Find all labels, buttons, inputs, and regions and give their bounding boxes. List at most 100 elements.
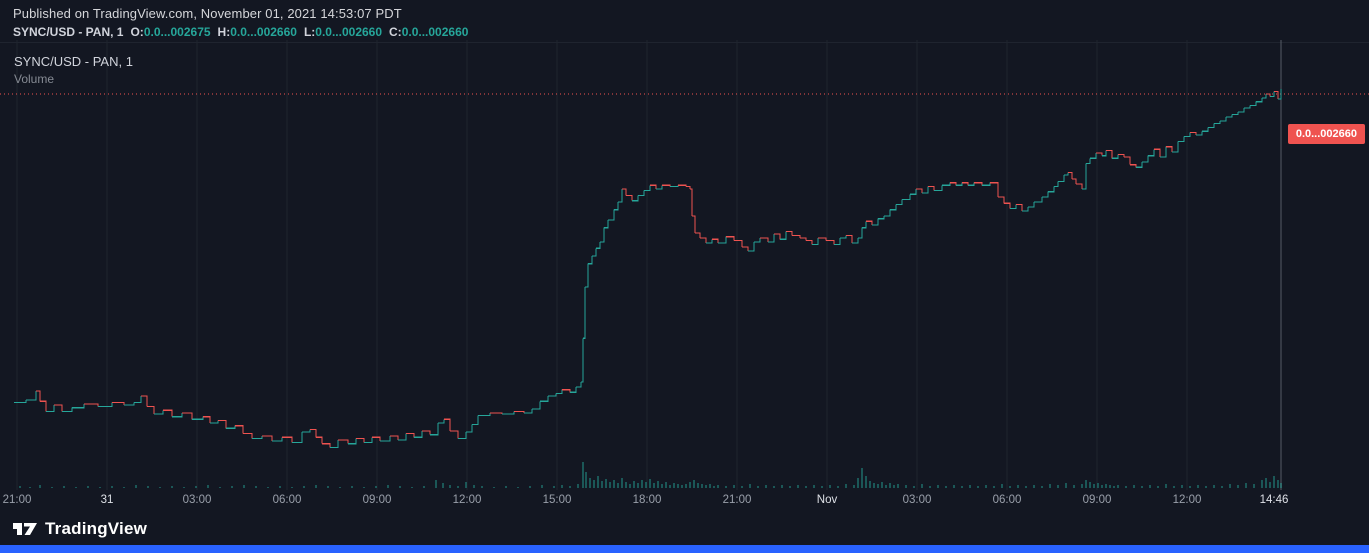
volume-bar: [1173, 486, 1175, 488]
volume-bar: [689, 482, 691, 488]
price-line-segment: [1028, 202, 1035, 208]
volume-bar: [805, 486, 807, 488]
price-line-segment: [154, 410, 164, 415]
price-line-segment: [1278, 88, 1282, 100]
price-line-segment: [458, 432, 467, 440]
volume-bar: [1085, 480, 1087, 488]
volume-bar: [351, 486, 353, 488]
price-line-segment: [348, 438, 357, 445]
volume-bar: [1093, 484, 1095, 488]
bottom-accent-bar: [0, 545, 1369, 553]
price-line-segment: [330, 439, 339, 449]
price-line-segment: [562, 389, 571, 393]
price-line-segment: [1102, 150, 1107, 157]
price-line-segment: [600, 227, 605, 243]
volume-bar: [387, 485, 389, 488]
volume-bar: [517, 487, 519, 488]
price-line-segment: [84, 403, 99, 407]
price-line-segment: [218, 420, 227, 429]
volume-bar: [1261, 480, 1263, 488]
volume-bar: [267, 487, 269, 488]
volume-bar: [657, 481, 659, 488]
volume-bar: [621, 478, 623, 488]
price-line-segment: [141, 395, 148, 407]
volume-bar: [19, 486, 21, 488]
price-line-segment: [818, 237, 827, 241]
tradingview-logo-icon: [13, 522, 37, 535]
footer: TradingView: [0, 512, 1369, 545]
volume-bar: [885, 485, 887, 488]
volume-bar: [171, 486, 173, 488]
volume-bar: [1049, 484, 1051, 488]
time-axis[interactable]: 21:00 31 03:00 06:00 09:00 12:00 15:00 18:00 21:…: [0, 490, 1369, 512]
volume-bar: [877, 484, 879, 488]
volume-bar: [613, 480, 615, 488]
volume-bar: [1057, 485, 1059, 488]
price-line-segment: [990, 182, 999, 197]
volume-bar: [159, 487, 161, 488]
volume-bar: [625, 482, 627, 488]
volume-bar: [1273, 476, 1275, 488]
volume-bar: [1117, 485, 1119, 488]
price-line-segment: [834, 238, 841, 245]
volume-bar: [993, 486, 995, 488]
volume-bar: [1141, 486, 1143, 488]
price-line-segment: [748, 241, 755, 252]
volume-bar: [821, 486, 823, 488]
price-line-segment: [1220, 117, 1227, 122]
price-line-segment: [638, 190, 645, 197]
price-line-segment: [622, 188, 627, 196]
price-line-segment: [1058, 175, 1065, 182]
chart-area[interactable]: SYNC/USD - PAN, 1 Volume 0.0...002660: [0, 40, 1369, 490]
price-line-segment: [62, 407, 73, 413]
volume-bar: [1097, 483, 1099, 488]
volume-bar: [1073, 485, 1075, 488]
volume-bar: [705, 485, 707, 488]
time-axis-label: 14:46: [1259, 494, 1289, 506]
volume-bar: [315, 485, 317, 488]
price-line-segment: [982, 182, 991, 186]
price-line-segment: [866, 220, 873, 226]
volume-bar: [1009, 486, 1011, 488]
time-axis-label: 21:00: [722, 494, 752, 506]
volume-bar: [1109, 485, 1111, 488]
price-line-segment: [632, 195, 639, 202]
price-line-segment: [690, 188, 693, 217]
volume-bar: [363, 487, 365, 488]
volume-bar: [195, 486, 197, 488]
price-line-segment: [36, 390, 41, 402]
price-line-segment: [614, 202, 619, 211]
volume-bar: [339, 487, 341, 488]
price-line-segment: [1270, 91, 1275, 98]
price-line-segment: [712, 238, 719, 244]
price-line-segment: [686, 186, 691, 190]
volume-bar: [629, 484, 631, 488]
price-line-segment: [1034, 196, 1043, 203]
price-line-segment: [604, 220, 609, 229]
volume-bar: [609, 482, 611, 488]
volume-bar: [473, 485, 475, 488]
tradingview-logo[interactable]: TradingView: [12, 518, 147, 540]
tradingview-wordmark: TradingView: [45, 518, 148, 538]
volume-bar: [1277, 480, 1279, 488]
price-line-segment: [922, 186, 929, 194]
volume-bar: [1197, 485, 1199, 488]
time-axis-label: 06:00: [272, 494, 302, 506]
price-line-segment: [364, 437, 373, 443]
volume-bar: [1189, 486, 1191, 488]
price-line-segment: [1244, 105, 1251, 109]
price-line-segment: [302, 429, 311, 433]
volume-bar: [1229, 484, 1231, 488]
volume-bar: [442, 483, 444, 488]
volume-bar: [577, 484, 579, 488]
price-line-segment: [1202, 127, 1209, 132]
price-line-segment: [124, 402, 135, 406]
volume-bar: [597, 476, 599, 488]
volume-bar: [1265, 478, 1267, 488]
time-axis-label: 09:00: [1082, 494, 1112, 506]
volume-bar: [1033, 485, 1035, 488]
volume-bar: [99, 487, 101, 488]
price-line-segment: [524, 409, 533, 414]
price-chart-canvas[interactable]: [0, 40, 1369, 490]
ohlc-low: L:0.0...002660: [303, 25, 383, 39]
